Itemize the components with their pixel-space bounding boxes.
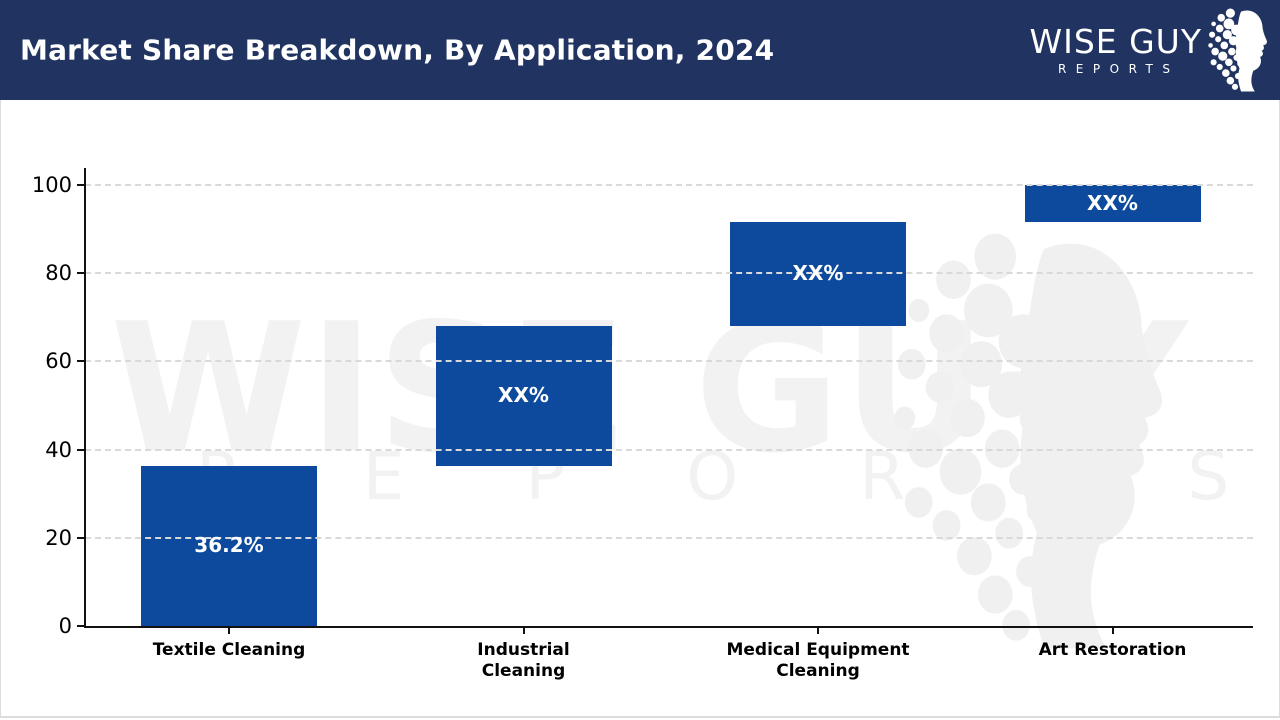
logo-name-text: WISE GUY: [1029, 21, 1202, 61]
bar-value-label-3: XX%: [792, 261, 844, 286]
bar-4-art-restoration: [1024, 185, 1201, 223]
bar-value-label-4: XX%: [1087, 190, 1138, 215]
gridline-40: [85, 448, 1253, 451]
bar-value-label-2: XX%: [498, 383, 549, 408]
x-tick-mark-3: [817, 626, 819, 634]
y-axis-line: [84, 168, 86, 628]
gridline-80: [85, 272, 1253, 275]
y-tick-mark-40: [77, 448, 85, 451]
x-tick-mark-4: [1111, 626, 1114, 634]
page-title: Market Share Breakdown, By Application, …: [20, 33, 775, 67]
y-tick-label-20: 20: [45, 525, 72, 550]
y-tick-label-0: 0: [58, 614, 72, 638]
y-tick-label-40: 40: [45, 437, 72, 462]
wiseguy-logo: WISE GUY REPORTS: [1029, 6, 1270, 94]
y-tick-label-100: 100: [31, 173, 72, 197]
x-category-label-1: Textile Cleaning: [152, 640, 306, 660]
y-tick-mark-100: [77, 184, 85, 186]
y-tick-mark-20: [77, 536, 85, 539]
logo-reports-text: REPORTS: [1057, 61, 1180, 76]
y-tick-label-60: 60: [45, 349, 72, 374]
y-tick-mark-0: [77, 625, 85, 627]
bar-2-industrial-cleaning: [435, 326, 612, 467]
x-tick-mark-1: [228, 626, 230, 634]
header-bar: Market Share Breakdown, By Application, …: [0, 0, 1280, 100]
logo-wordmark: WISE GUY REPORTS: [1029, 21, 1202, 76]
x-category-label-2: Industrial Cleaning: [477, 640, 570, 681]
y-tick-label-80: 80: [45, 261, 72, 286]
bar-3-medical-equipment-cleaning: [730, 222, 906, 327]
chart-canvas: WISE GU·Y R E P O R T S 0 20 40 60 80 100 36.…: [0, 100, 1280, 720]
bottom-border-line: [0, 716, 1280, 718]
gridline-100: [85, 184, 1253, 186]
left-border-line: [0, 100, 1, 717]
y-tick-mark-60: [77, 360, 85, 363]
x-tick-mark-2: [522, 626, 525, 634]
x-axis-line: [84, 626, 1253, 628]
watermark-head-icon: [884, 226, 1176, 656]
gridline-60: [85, 360, 1253, 363]
bar-value-label-1: 36.2%: [194, 533, 264, 558]
gridline-20: [85, 536, 1253, 539]
y-tick-mark-80: [77, 272, 85, 275]
wiseguy-head-icon: [1206, 7, 1270, 93]
bar-1-textile-cleaning: [141, 466, 317, 626]
x-category-label-3: Medical Equipment Cleaning: [726, 640, 910, 681]
x-category-label-4: Art Restoration: [1038, 640, 1187, 660]
